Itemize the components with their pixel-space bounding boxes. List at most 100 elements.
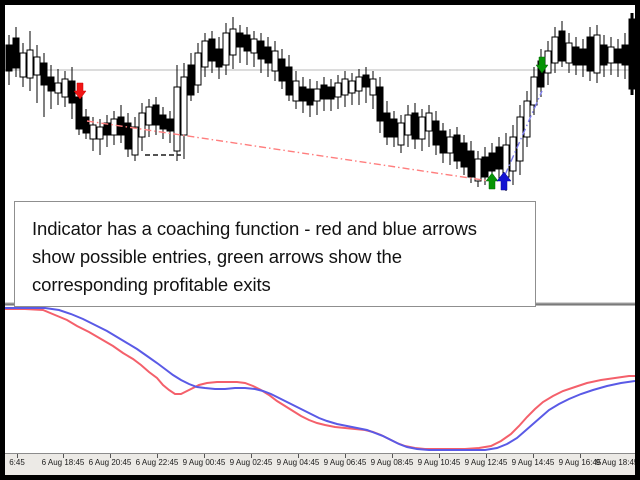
candle: [313, 81, 321, 115]
axis-label: 9 Aug 12:45: [464, 458, 508, 467]
candle: [418, 109, 426, 151]
candle: [551, 27, 559, 73]
axis-label: 6 Aug 22:45: [135, 458, 179, 467]
axis-tick: [392, 454, 393, 458]
osc-blue-line: [5, 307, 635, 451]
candle: [327, 79, 335, 111]
axis-label: 6 Aug 18:45: [41, 458, 85, 467]
sell-exit-arrow: [535, 56, 549, 74]
candle: [110, 111, 118, 145]
candle: [82, 109, 90, 139]
buy-entry-arrow: [496, 171, 512, 191]
candle: [376, 77, 384, 133]
axis-tick: [298, 454, 299, 458]
candle: [5, 35, 13, 85]
candle: [292, 71, 300, 109]
axis-tick: [63, 454, 64, 458]
candle: [54, 69, 62, 105]
candle: [404, 105, 412, 147]
candle: [103, 115, 111, 147]
oscillator-panel[interactable]: [5, 306, 635, 453]
candle: [12, 27, 20, 77]
axis-label: 9 Aug 08:45: [370, 458, 414, 467]
axis-label: 9 Aug 04:45: [276, 458, 320, 467]
axis-label: 9 Aug 18:45: [595, 458, 635, 467]
candle: [152, 97, 160, 135]
candle: [355, 69, 363, 105]
callout-text: Indicator has a coaching function - red …: [32, 218, 477, 295]
candle: [320, 77, 328, 111]
osc-red-line: [5, 308, 635, 450]
candle: [348, 73, 356, 105]
axis-label: 6:45: [9, 458, 25, 467]
candle: [572, 37, 580, 75]
candle: [481, 147, 489, 185]
candle: [222, 23, 230, 75]
axis-tick: [439, 454, 440, 458]
sell-entry-arrow: [73, 82, 87, 100]
candle: [257, 33, 265, 73]
candle: [579, 39, 587, 77]
axis-tick: [345, 454, 346, 458]
candle: [621, 33, 629, 79]
buy-exit-arrow: [485, 172, 499, 190]
candle: [243, 27, 251, 65]
candle: [383, 101, 391, 145]
candle: [537, 49, 545, 97]
candle: [264, 37, 272, 77]
candle: [565, 33, 573, 73]
candle: [369, 71, 377, 109]
red-downtrend-line: [86, 120, 491, 182]
axis-tick: [110, 454, 111, 458]
candle: [390, 111, 398, 147]
candle: [145, 99, 153, 137]
blue-uptrend-line: [504, 90, 543, 176]
time-axis[interactable]: 6:45 6 Aug 18:45 6 Aug 20:45 6 Aug 22:45…: [5, 453, 635, 475]
candle: [453, 127, 461, 169]
candle: [26, 31, 34, 91]
candle: [124, 113, 132, 157]
candle: [495, 137, 503, 181]
axis-label: 9 Aug 14:45: [511, 458, 555, 467]
axis-tick: [251, 454, 252, 458]
candle: [628, 13, 635, 95]
candle: [47, 65, 55, 109]
candle: [285, 55, 293, 101]
axis-tick: [533, 454, 534, 458]
callout-textbox: Indicator has a coaching function - red …: [14, 201, 536, 307]
candle: [474, 151, 482, 187]
axis-label: 9 Aug 02:45: [229, 458, 273, 467]
candle: [411, 103, 419, 149]
candle: [68, 67, 76, 119]
candle: [516, 105, 524, 175]
axis-label: 9 Aug 10:45: [417, 458, 461, 467]
candle: [166, 111, 174, 143]
axis-label: 9 Aug 06:45: [323, 458, 367, 467]
candle: [586, 27, 594, 81]
candle: [306, 79, 314, 117]
candle: [460, 135, 468, 175]
candle: [138, 103, 146, 151]
candle: [271, 41, 279, 81]
candle: [61, 71, 69, 107]
candle: [432, 111, 440, 155]
axis-label: 6 Aug 20:45: [88, 458, 132, 467]
candle: [362, 67, 370, 103]
oscillator-svg: [5, 307, 635, 451]
candle: [215, 37, 223, 79]
axis-tick: [204, 454, 205, 458]
candle: [159, 107, 167, 139]
axis-tick: [17, 454, 18, 458]
candle: [33, 45, 41, 103]
candle: [334, 75, 342, 109]
candle: [614, 39, 622, 77]
axis-label: 9 Aug 16:45: [558, 458, 602, 467]
chart-canvas: 6:45 6 Aug 18:45 6 Aug 20:45 6 Aug 22:45…: [5, 5, 635, 475]
candle: [250, 31, 258, 67]
candle: [439, 123, 447, 163]
candle: [600, 35, 608, 77]
axis-label: 9 A.: [634, 458, 635, 467]
candle: [299, 77, 307, 113]
candle: [180, 63, 188, 159]
